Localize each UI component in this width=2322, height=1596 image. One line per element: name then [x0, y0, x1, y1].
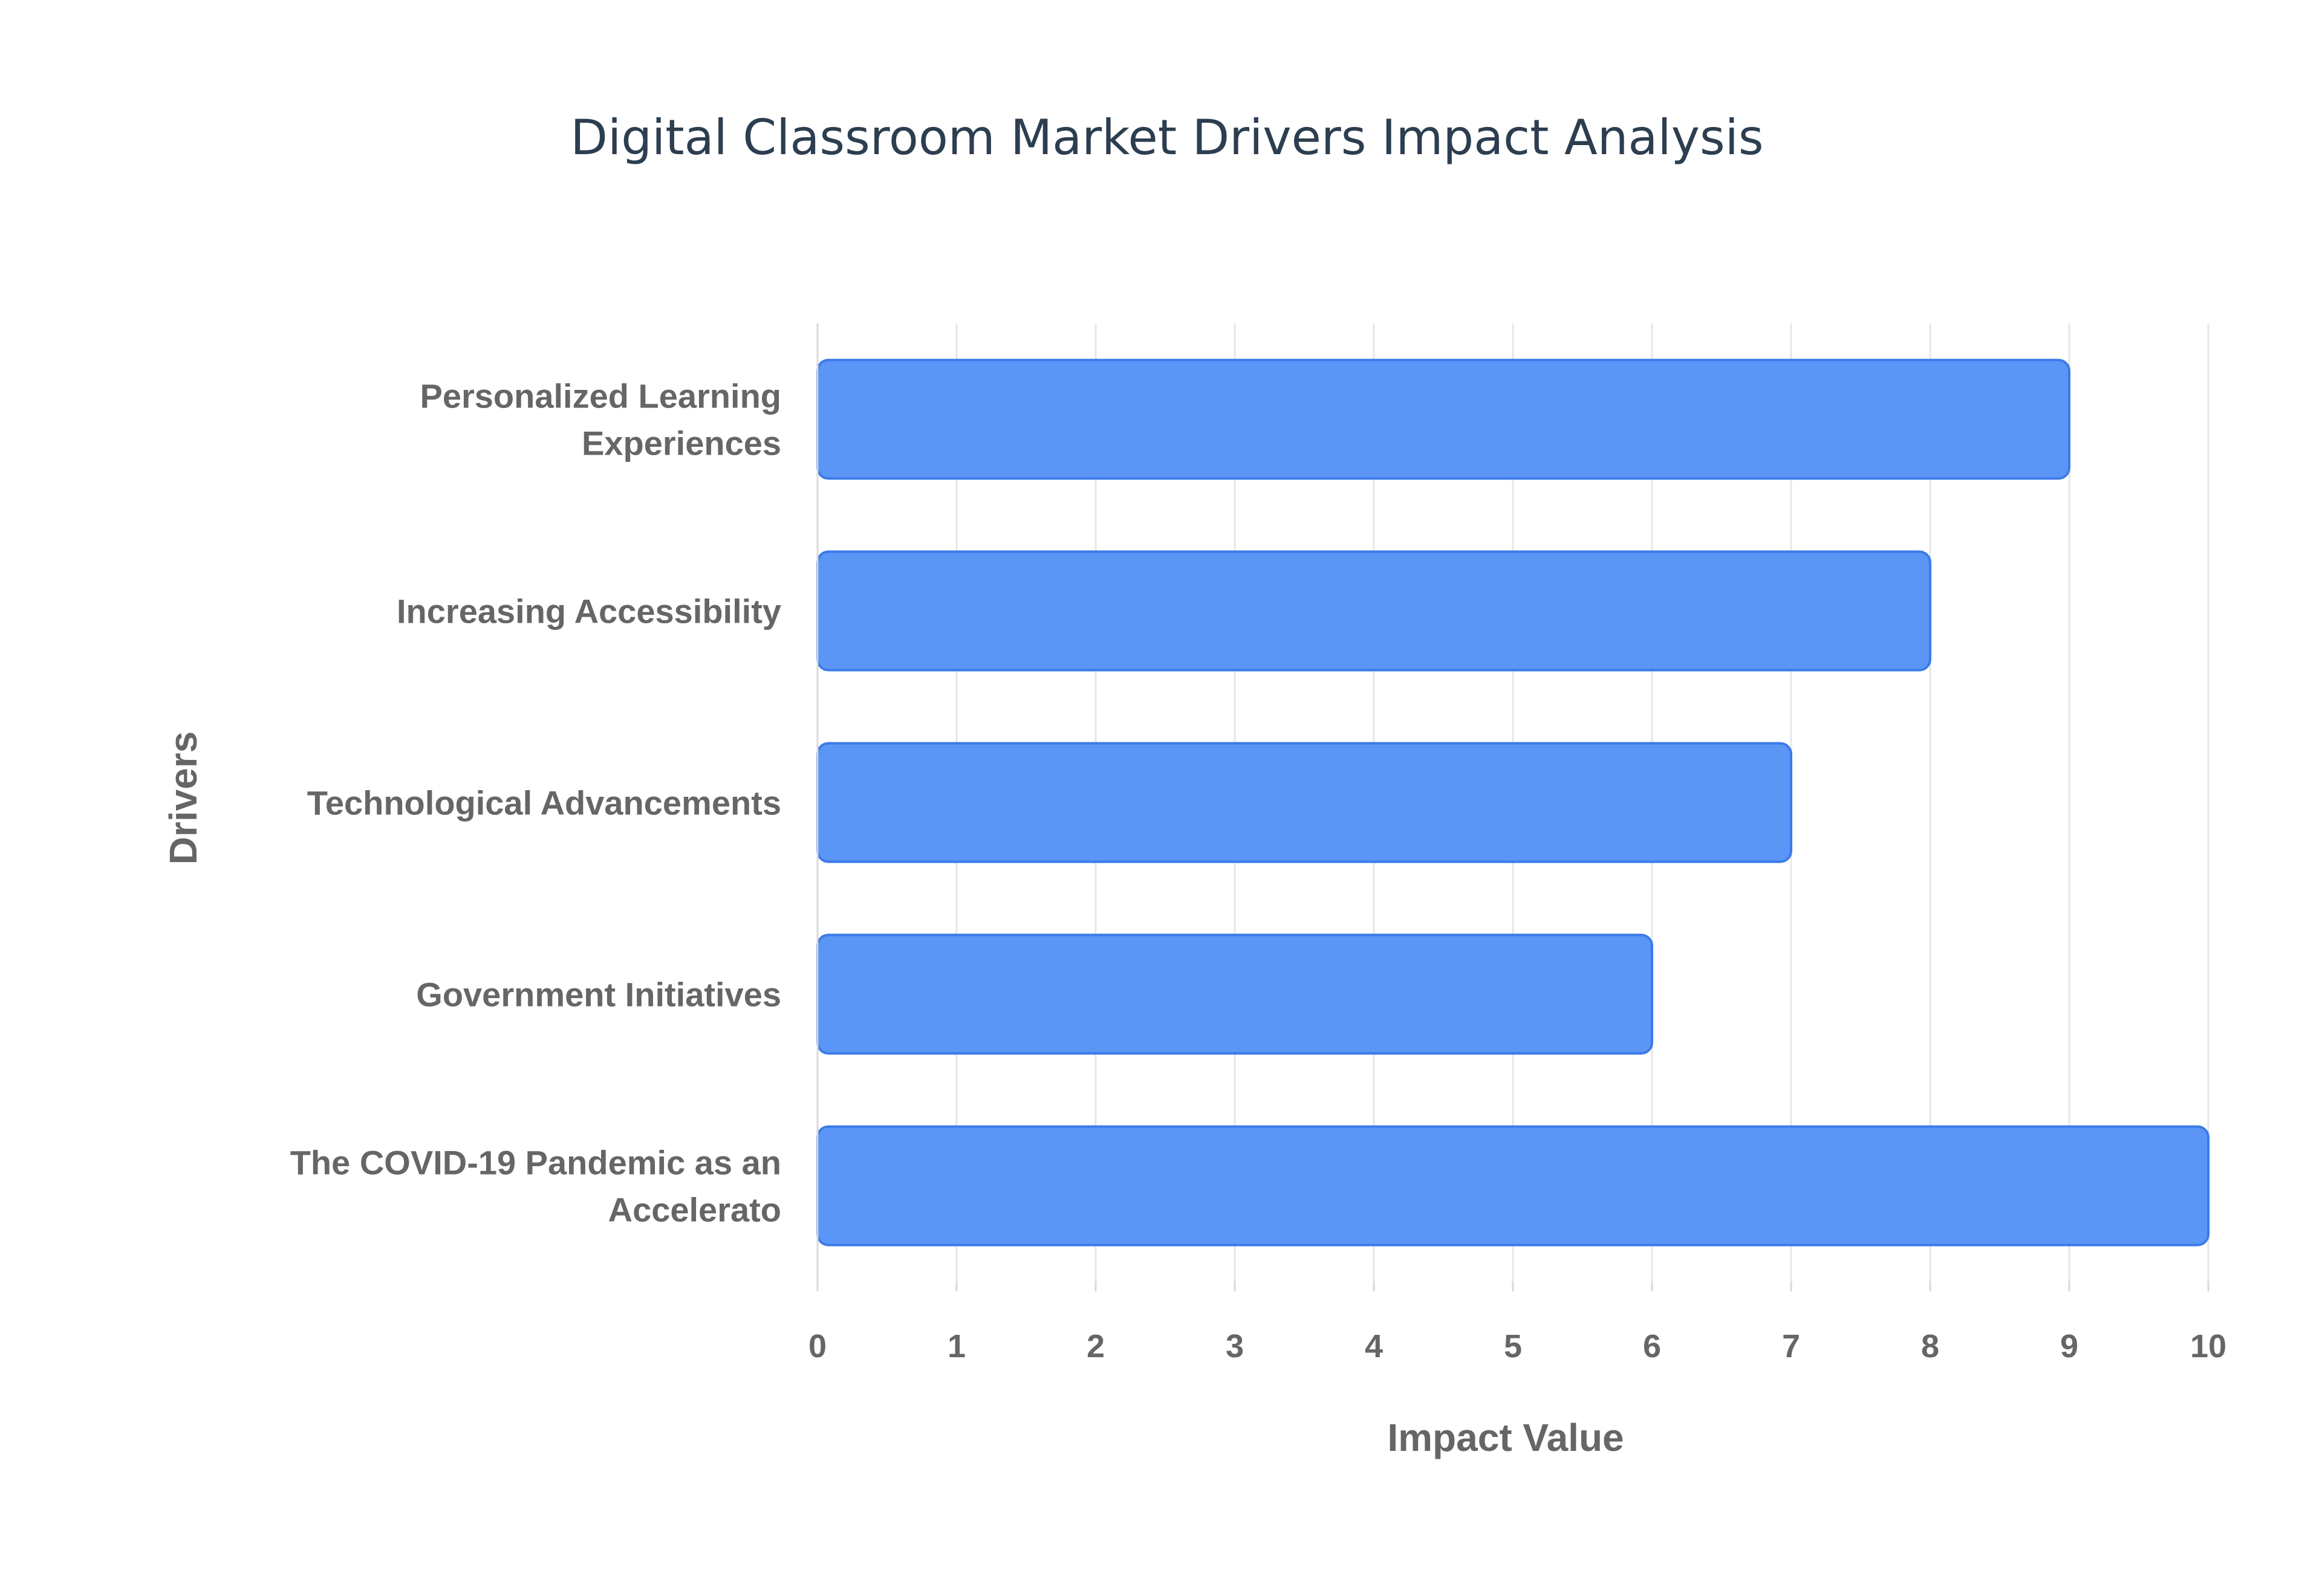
category-label: The COVID-19 Pandemic as an — [290, 1144, 781, 1182]
x-tick-label: 1 — [948, 1328, 966, 1364]
bar — [816, 550, 1931, 672]
axes — [816, 323, 2210, 1291]
x-tick-label: 7 — [1782, 1328, 1800, 1364]
category-label: Personalized Learning — [420, 377, 782, 415]
category-label: Government Initiatives — [416, 976, 781, 1014]
x-tick-label: 9 — [2060, 1328, 2078, 1364]
x-tick-label: 3 — [1226, 1328, 1244, 1364]
bar-series — [816, 358, 2210, 1247]
bar — [816, 933, 1653, 1055]
x-tick-label: 2 — [1087, 1328, 1105, 1364]
y-axis-title: Drivers — [161, 731, 205, 865]
x-tick-label: 5 — [1504, 1328, 1522, 1364]
x-tick-label: 10 — [2190, 1328, 2226, 1364]
category-label: Increasing Accessibility — [397, 592, 781, 631]
labels: 0 1 2 3 4 5 6 7 8 9 10 Personalized Learning Experie… — [290, 377, 2226, 1365]
x-tick-label: 4 — [1365, 1328, 1383, 1364]
x-axis-title: Impact Value — [1387, 1416, 1624, 1459]
x-tick-label: 0 — [808, 1328, 827, 1364]
x-tick-label: 8 — [1921, 1328, 1939, 1364]
category-label: Technological Advancements — [307, 784, 781, 822]
chart-title: Digital Classroom Market Drivers Impact … — [570, 109, 1763, 166]
bar — [816, 358, 2070, 480]
x-tick-label: 6 — [1643, 1328, 1661, 1364]
bar — [816, 1125, 2210, 1247]
category-label: Experiences — [582, 424, 781, 462]
bar — [816, 742, 1792, 863]
category-label: Accelerato — [608, 1191, 781, 1229]
